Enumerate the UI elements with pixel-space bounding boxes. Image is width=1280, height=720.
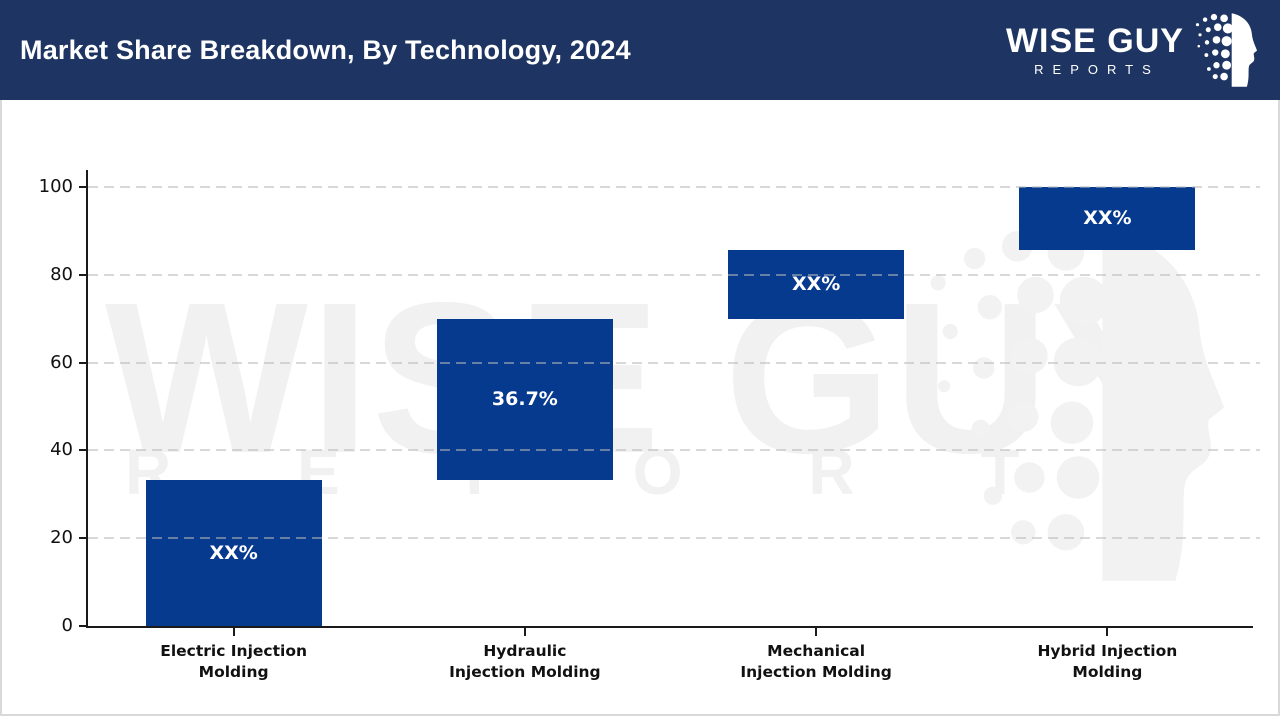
y-axis-tick-100 bbox=[79, 186, 88, 188]
gridline-40 bbox=[88, 449, 1260, 452]
y-axis-line bbox=[86, 170, 88, 628]
y-axis-tick-20 bbox=[79, 537, 88, 540]
bar-value-label-1: 36.7% bbox=[491, 388, 558, 411]
gridline-20 bbox=[88, 537, 1260, 540]
header-bar: Market Share Breakdown, By Technology, 2… bbox=[0, 0, 1280, 100]
bar-segment-1 bbox=[436, 318, 613, 480]
x-axis-category-label-2: Mechanical Injection Molding bbox=[740, 642, 892, 681]
y-axis-tick-40 bbox=[79, 449, 88, 452]
bar-value-label-0: XX% bbox=[209, 541, 258, 564]
bar-segment-0 bbox=[145, 479, 322, 626]
gridline-100 bbox=[88, 186, 1260, 188]
y-axis-label-80: 80 bbox=[50, 263, 73, 285]
gridline-80 bbox=[88, 273, 1260, 276]
x-axis-category-label-0: Electric Injection Molding bbox=[160, 642, 308, 681]
page-title: Market Share Breakdown, By Technology, 2… bbox=[20, 34, 631, 65]
wiseguy-logo: WISE GUY REPORTS bbox=[1006, 12, 1262, 88]
y-axis-label-20: 20 bbox=[50, 527, 73, 549]
x-axis-tick-1 bbox=[523, 628, 526, 636]
gridline-60 bbox=[88, 361, 1260, 364]
x-axis-tick-2 bbox=[815, 628, 818, 636]
logo-text-wiseguy: WISE GUY bbox=[1005, 22, 1184, 60]
x-axis-line bbox=[86, 626, 1253, 628]
bar-segment-3 bbox=[1019, 187, 1196, 250]
y-axis-tick-0 bbox=[79, 625, 88, 627]
y-axis-label-40: 40 bbox=[50, 439, 73, 461]
y-axis-tick-80 bbox=[79, 273, 88, 276]
watermark-head-icon bbox=[905, 222, 1245, 591]
bar-value-label-3: XX% bbox=[1083, 207, 1132, 230]
y-axis-label-100: 100 bbox=[38, 176, 73, 197]
y-axis-label-60: 60 bbox=[50, 351, 73, 373]
x-axis-category-label-3: Hybrid Injection Molding bbox=[1037, 642, 1178, 681]
logo-text-reports: REPORTS bbox=[1034, 62, 1160, 77]
bar-segment-2 bbox=[728, 249, 905, 319]
y-axis-tick-60 bbox=[79, 361, 88, 364]
x-axis-tick-3 bbox=[1106, 628, 1109, 636]
y-axis-label-0: 0 bbox=[61, 615, 73, 636]
x-axis-tick-0 bbox=[232, 628, 235, 636]
watermark-text-wiseguy: WISE GUY bbox=[105, 257, 1197, 498]
x-axis-category-label-1: Hydraulic Injection Molding bbox=[449, 642, 601, 681]
wiseguy-head-icon bbox=[1190, 12, 1262, 88]
bar-value-label-2: XX% bbox=[791, 273, 841, 296]
